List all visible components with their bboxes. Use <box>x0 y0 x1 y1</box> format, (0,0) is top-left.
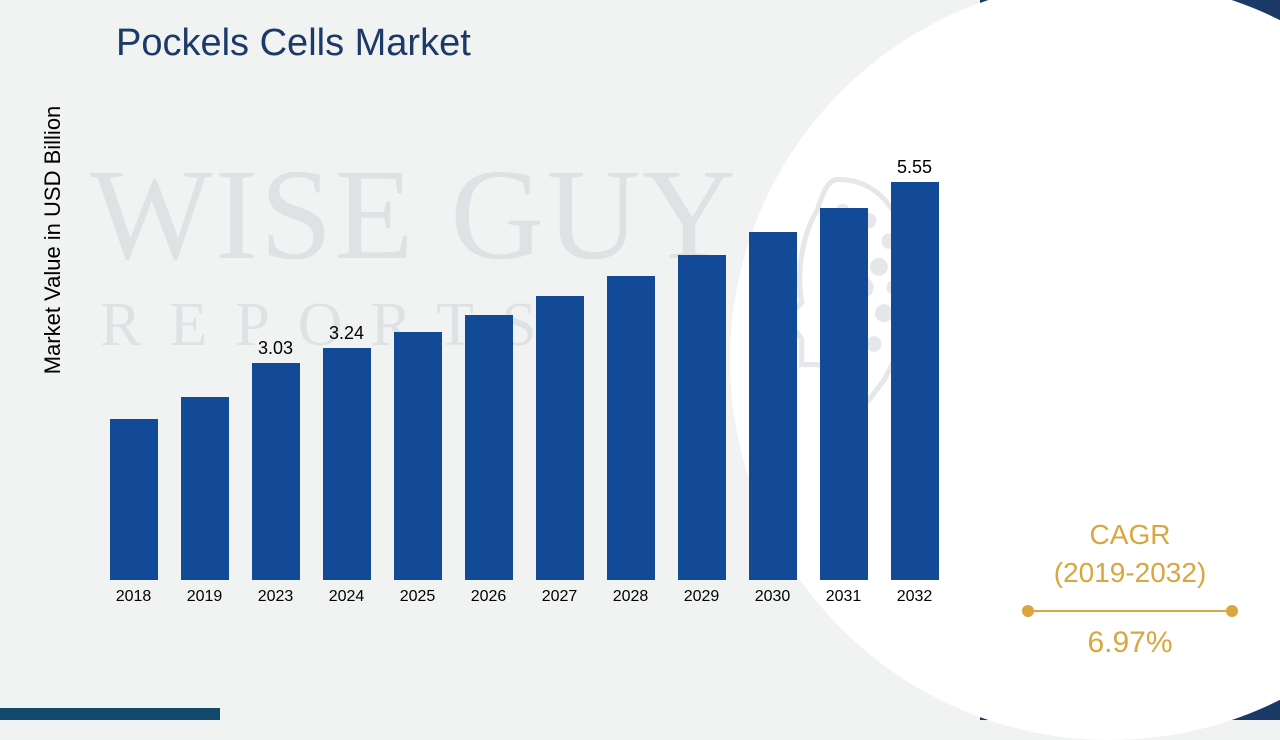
bar-slot <box>453 150 524 580</box>
bar <box>465 315 513 580</box>
bar-slot <box>169 150 240 580</box>
infographic-root: WISE GUY REPORTS Pockels Cells Market WI… <box>0 0 1280 720</box>
plot-area: 3.033.24 5.55 <box>98 150 950 580</box>
bar-slot <box>98 150 169 580</box>
brand-sub: REPORTS <box>1052 60 1192 78</box>
x-tick: 2028 <box>595 588 666 606</box>
x-tick: 2029 <box>666 588 737 606</box>
bar <box>110 419 158 580</box>
bar-value-label: 3.03 <box>240 338 311 359</box>
x-tick: 2024 <box>311 588 382 606</box>
cagr-title: CAGR (2019-2032) <box>1014 516 1246 592</box>
bar <box>323 348 371 580</box>
bar <box>181 397 229 580</box>
x-tick: 2025 <box>382 588 453 606</box>
x-tick: 2019 <box>169 588 240 606</box>
bar-slot: 3.03 <box>240 150 311 580</box>
bar-value-label: 5.55 <box>879 157 950 178</box>
y-axis-label: Market Value in USD Billion <box>40 60 66 420</box>
bar <box>252 363 300 580</box>
bar <box>536 296 584 580</box>
bar-slot <box>737 150 808 580</box>
brand-logo: WISE GUY REPORTS <box>1052 18 1254 78</box>
page-title: Pockels Cells Market <box>116 22 471 65</box>
bar-chart: Market Value in USD Billion 3.033.245.55… <box>50 120 950 640</box>
bar <box>607 276 655 580</box>
bar <box>749 232 797 580</box>
bar-slot: 3.24 <box>311 150 382 580</box>
bar-slot <box>382 150 453 580</box>
x-tick: 2030 <box>737 588 808 606</box>
cagr-title-line2: (2019-2032) <box>1054 557 1207 588</box>
bar <box>891 182 939 580</box>
bar-slot <box>808 150 879 580</box>
x-tick: 2027 <box>524 588 595 606</box>
x-tick: 2031 <box>808 588 879 606</box>
bar-slot <box>595 150 666 580</box>
bar-slot <box>524 150 595 580</box>
cagr-divider <box>1026 610 1234 612</box>
bottom-accent-bar <box>0 708 220 720</box>
cagr-value: 6.97% <box>1014 626 1246 660</box>
bar <box>820 208 868 580</box>
x-tick: 2023 <box>240 588 311 606</box>
bar-slot: 5.55 <box>879 150 950 580</box>
x-axis: 2018201920232024202520262027202820292030… <box>98 588 950 606</box>
head-icon <box>1188 16 1258 106</box>
x-tick: 2026 <box>453 588 524 606</box>
bars-container: 3.033.24 5.55 <box>98 150 950 580</box>
x-tick: 2018 <box>98 588 169 606</box>
bar-value-label: 3.24 <box>311 323 382 344</box>
x-tick: 2032 <box>879 588 950 606</box>
bar <box>678 255 726 580</box>
cagr-title-line1: CAGR <box>1090 519 1171 550</box>
bar <box>394 332 442 580</box>
cagr-block: CAGR (2019-2032) 6.97% <box>1014 516 1246 660</box>
bar-slot <box>666 150 737 580</box>
